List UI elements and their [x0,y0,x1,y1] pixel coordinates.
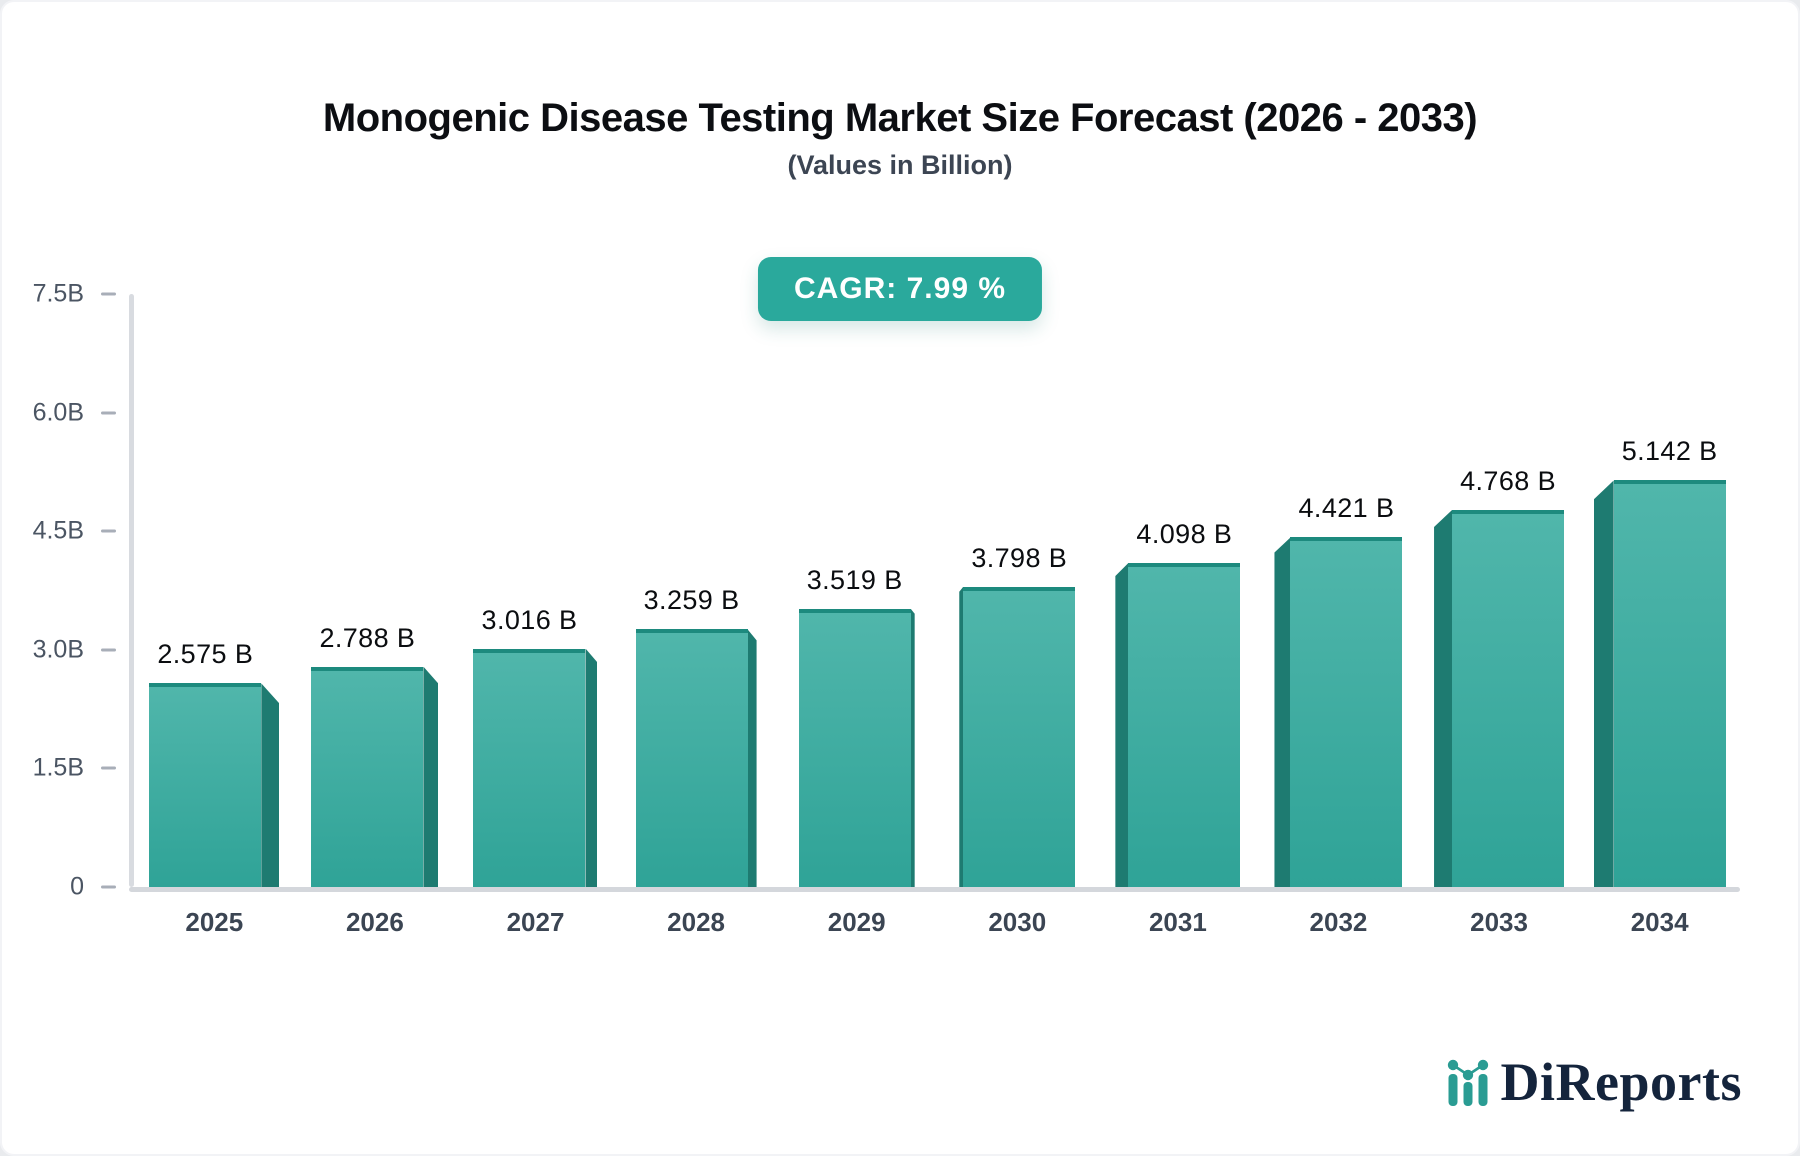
bar-value-label: 3.016 B [481,604,578,635]
bar-slot: 4.098 B [1098,519,1259,887]
bar-front-face [1613,480,1726,887]
bar-front-face [1452,510,1565,887]
bar-chart-dots-icon [1447,1058,1491,1106]
y-axis-tick-label: 3.0B [32,635,84,664]
x-axis-label: 2033 [1470,907,1528,937]
y-axis-tick-label: 0 [70,872,84,901]
bar-front-face [1290,537,1403,887]
bar-side-face [585,648,598,887]
bar-2029: 3.519 B [798,565,915,887]
bar-slot: 3.519 B [776,565,937,887]
brand-logo-text: DiReports [1500,1052,1742,1112]
bar-side-face [1115,563,1129,887]
y-axis: 7.5B 6.0B 4.5B 3.0B 1.5B 0 [2,280,134,901]
x-axis-label: 2026 [345,907,404,937]
chart-title: Monogenic Disease Testing Market Size Fo… [322,96,1478,140]
bar-front-face [798,608,911,887]
bar-slot: 3.259 B [616,585,777,887]
bar-2027: 3.016 B [473,605,598,887]
y-axis-tick: 1.5B [2,754,134,783]
x-axis-label: 2034 [1630,907,1689,937]
bar-side-face [747,629,757,887]
bar-value-label: 2.788 B [319,622,416,653]
plot-area: 2.575 B 2.788 B 3.016 B 3.259 B 3.519 B 3.798… [129,294,1740,892]
y-axis-tick-mark [101,648,116,652]
y-axis-tick-label: 6.0B [32,398,84,427]
bar-value-label: 3.519 B [806,564,903,595]
bar-value-label: 4.421 B [1298,493,1395,524]
bar-value-label: 3.259 B [643,585,740,616]
bar-side-face [423,666,439,887]
bar-slot: 4.768 B [1419,466,1580,887]
bar-2033: 4.768 B [1434,466,1565,887]
bar-slot: 5.142 B [1579,436,1740,887]
bar-2031: 4.098 B [1115,519,1241,887]
y-axis-tick-label: 7.5B [32,279,84,308]
cagr-badge: CAGR: 7.99 % [757,257,1043,321]
bar-front-face [473,648,586,887]
bar-2030: 3.798 B [959,543,1076,887]
bar-front-face [963,586,1076,887]
chart-subtitle: (Values in Billion) [787,150,1013,180]
bar-slot: 2.575 B [134,639,295,887]
bar-2028: 3.259 B [635,585,757,887]
y-axis-tick: 3.0B [2,635,134,664]
bar-front-face [311,666,424,887]
y-axis-tick-label: 4.5B [32,516,84,545]
x-axis-label: 2031 [1148,907,1207,937]
x-axis-label: 2032 [1309,907,1368,937]
bar-side-face [910,608,915,887]
bar-value-label: 4.768 B [1460,466,1556,497]
bar-side-face [1593,480,1614,887]
y-axis-tick-mark [101,292,116,296]
y-axis-tick-mark [101,529,116,533]
bar-slot: 3.798 B [937,543,1098,887]
x-axis-label: 2029 [827,907,886,937]
y-axis-tick-label: 1.5B [32,753,84,782]
bar-2032: 4.421 B [1274,493,1403,887]
y-axis-line [129,294,134,887]
bar-front-face [149,683,262,887]
bar-side-face [1274,537,1291,887]
y-axis-tick-mark [101,411,116,415]
x-axis-labels: 2025 2026 2027 2028 2029 2030 2031 2032 2033 2034 [134,905,1740,939]
bar-2026: 2.788 B [311,623,439,887]
y-axis-tick-mark [101,885,116,889]
bar-2034: 5.142 B [1593,436,1726,887]
bar-slot: 4.421 B [1258,493,1419,887]
bar-2025: 2.575 B [149,639,280,887]
bar-value-label: 3.798 B [971,542,1068,573]
y-axis-tick: 4.5B [2,517,134,546]
bar-side-face [959,586,964,887]
bar-value-label: 4.098 B [1136,519,1233,549]
bar-value-label: 2.575 B [157,639,254,670]
y-axis-tick-mark [101,766,116,770]
x-axis-line [129,887,1740,892]
x-axis-label: 2027 [506,907,565,937]
bar-value-label: 5.142 B [1621,436,1718,467]
x-axis-label: 2025 [185,907,244,937]
bar-slot: 3.016 B [455,605,616,887]
bar-slot: 2.788 B [295,623,456,887]
y-axis-tick: 6.0B [2,398,134,427]
brand-logo: DiReports [1447,1052,1742,1112]
bars-container: 2.575 B 2.788 B 3.016 B 3.259 B 3.519 B 3.798… [134,294,1740,887]
bar-front-face [635,629,748,887]
x-axis-label: 2028 [667,907,725,937]
bar-side-face [1434,510,1453,887]
y-axis-tick: 0 [2,873,134,902]
x-axis-label: 2030 [988,907,1047,937]
y-axis-tick: 7.5B [2,280,134,309]
bar-front-face [1128,563,1241,887]
bar-side-face [261,683,280,887]
